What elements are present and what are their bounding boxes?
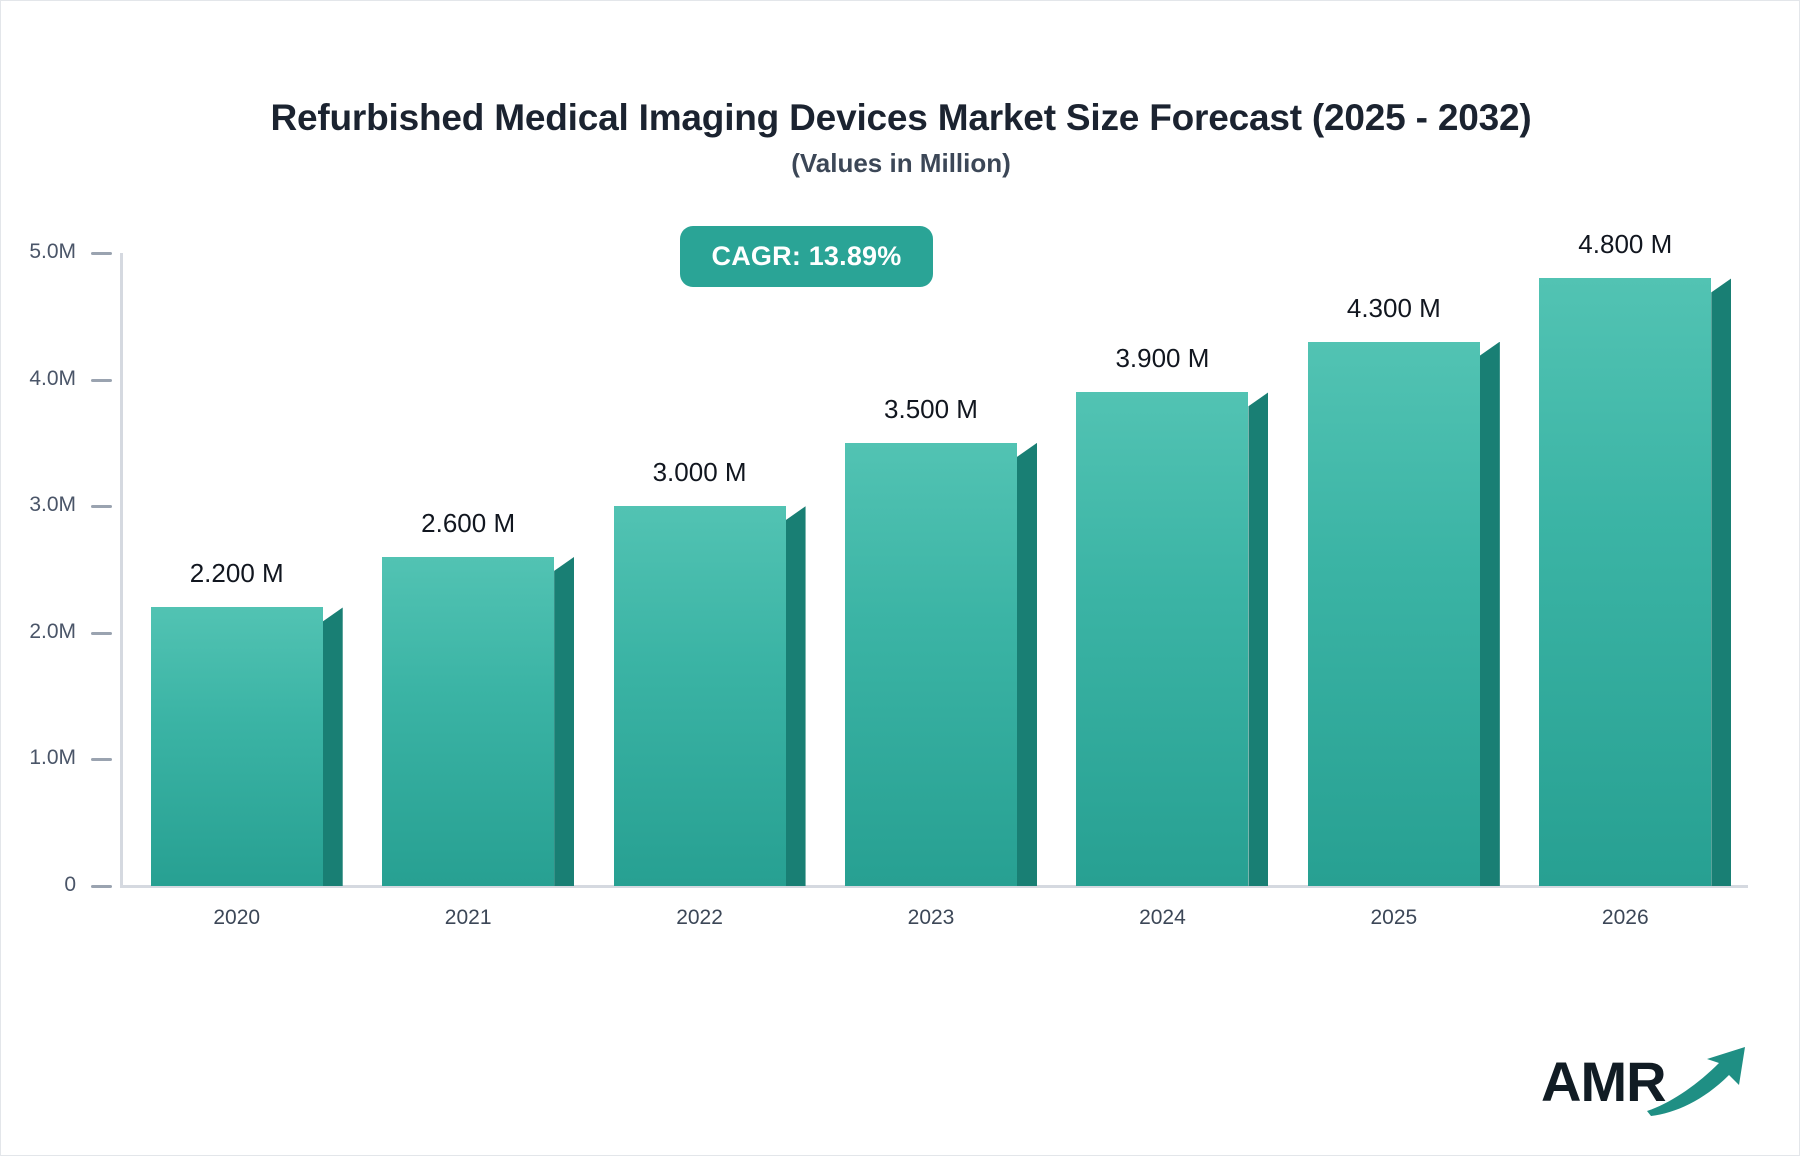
- x-axis-tick-label: 2021: [444, 906, 492, 929]
- cagr-badge: CAGR: 13.89%: [680, 226, 933, 287]
- y-axis-tick-label: 2.0M: [29, 619, 76, 643]
- bar-side-face: [1479, 341, 1500, 886]
- bar-side-face: [1017, 442, 1037, 886]
- bar-front-face: [1539, 278, 1712, 886]
- page-title: Refurbished Medical Imaging Devices Mark…: [270, 97, 1532, 138]
- bar-value-label: 3.500 M: [884, 393, 978, 424]
- y-axis-tick-mark: [91, 252, 112, 255]
- bar-front-face: [1076, 392, 1249, 886]
- y-axis-tick-label: 0: [64, 873, 76, 896]
- bar-group[interactable]: 3.900 M 2024: [1076, 343, 1269, 929]
- y-axis-tick-label: 3.0M: [29, 493, 76, 517]
- y-axis-line: [120, 253, 123, 887]
- y-axis-tick-label: 5.0M: [29, 240, 76, 263]
- bar-side-face: [1248, 392, 1269, 886]
- growth-arrow-icon: [1647, 1047, 1745, 1116]
- x-axis-tick-label: 2025: [1370, 906, 1418, 929]
- bar-value-label: 3.000 M: [652, 457, 747, 488]
- bar-group[interactable]: 3.000 M 2022: [613, 457, 806, 929]
- bar-value-label: 3.900 M: [1115, 343, 1210, 374]
- bar-side-face: [785, 506, 806, 886]
- bar-front-face: [845, 442, 1017, 886]
- x-axis-tick-label: 2024: [1139, 906, 1186, 929]
- bar-value-label: 2.200 M: [189, 558, 284, 589]
- bar-side-face: [554, 556, 575, 886]
- bar-group[interactable]: 2.600 M 2021: [382, 508, 575, 929]
- bar-group[interactable]: 4.300 M 2025: [1307, 293, 1500, 929]
- y-axis-tick-mark: [91, 631, 112, 635]
- y-axis-tick-mark: [91, 758, 112, 762]
- bar-value-label: 2.600 M: [421, 507, 516, 538]
- x-axis-line: [120, 885, 1748, 888]
- bar-side-face: [322, 607, 343, 886]
- x-axis-tick-label: 2020: [213, 906, 261, 929]
- plot-area: 2.200 M 2020 2.600 M 2021 3.000 M 2022 3.500 M…: [121, 229, 1741, 929]
- bar-front-face: [382, 556, 555, 886]
- bar-value-label: 4.300 M: [1346, 292, 1441, 323]
- y-axis-tick-label: 4.0M: [29, 366, 76, 390]
- bar-group[interactable]: 4.800 M 2026: [1539, 229, 1732, 929]
- y-axis-tick-mark: [91, 505, 112, 509]
- chart-subtitle: (Values in Million): [791, 148, 1011, 178]
- x-axis-tick-label: 2023: [907, 906, 955, 929]
- bar-group[interactable]: 2.200 M 2020: [150, 558, 343, 929]
- bar-group[interactable]: 3.500 M 2023: [845, 394, 1037, 929]
- y-axis-tick-mark: [91, 378, 112, 382]
- x-axis-tick-label: 2022: [676, 906, 723, 929]
- y-axis-tick-label: 1.0M: [29, 746, 76, 770]
- cagr-badge-label: CAGR: 13.89%: [711, 241, 902, 271]
- bar-side-face: [1711, 278, 1732, 886]
- x-axis-tick-label: 2026: [1601, 906, 1649, 929]
- bar-front-face: [150, 607, 323, 886]
- bar-value-label: 4.800 M: [1578, 229, 1673, 260]
- y-axis: 5.0M 4.0M 3.0M 2.0M 1.0M 0: [1, 1, 120, 1155]
- y-axis-tick-mark: [91, 885, 112, 888]
- amr-logo: AMR: [1541, 1039, 1751, 1125]
- bar-front-face: [1307, 341, 1480, 886]
- logo-text: AMR: [1541, 1050, 1667, 1113]
- bar-front-face: [613, 506, 786, 886]
